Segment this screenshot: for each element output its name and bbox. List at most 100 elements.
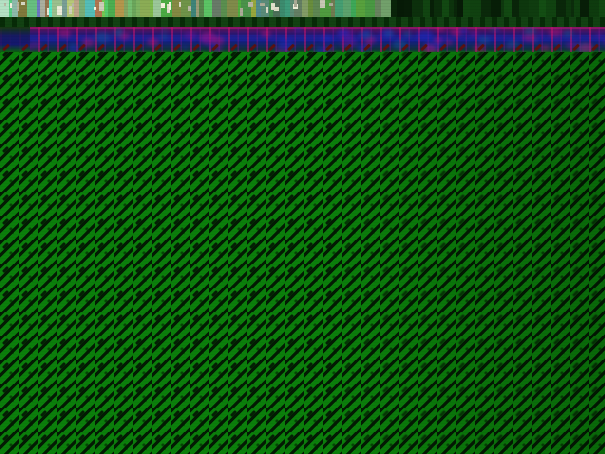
noise-cell <box>172 0 181 17</box>
corruption-glyph <box>249 43 257 52</box>
corruption-blob <box>579 43 593 52</box>
corruption-blob <box>426 40 442 52</box>
noise-cell <box>241 0 251 17</box>
corruption-blob <box>384 30 394 37</box>
noise-cell <box>294 0 302 17</box>
corruption-blob <box>523 33 536 43</box>
noise-cell <box>251 0 256 17</box>
corruption-glyph <box>401 43 409 52</box>
corruption-blob <box>360 33 366 38</box>
corruption-blob <box>506 45 513 50</box>
corruption-blob <box>478 36 490 45</box>
corruption-blob <box>295 27 302 32</box>
noise-fleck <box>320 3 322 8</box>
corruption-blob <box>563 30 573 37</box>
noise-cell <box>512 0 519 17</box>
noise-fleck <box>94 7 96 10</box>
noise-cell <box>491 0 501 17</box>
noise-cell <box>0 0 9 17</box>
noise-fleck <box>248 2 253 7</box>
corruption-blob <box>437 27 444 32</box>
corruption-blob <box>201 34 216 45</box>
corruption-blob <box>113 30 123 37</box>
noise-cell <box>212 0 221 17</box>
noise-cell <box>40 0 45 17</box>
noise-cell <box>18 0 27 17</box>
corruption-blob <box>403 31 411 37</box>
corruption-glyph <box>78 43 86 52</box>
noise-cell <box>256 0 261 17</box>
noise-cell <box>391 0 397 17</box>
noise-cell <box>49 0 52 17</box>
noise-cell <box>302 0 308 17</box>
corruption-blob <box>162 28 168 33</box>
noise-cell <box>454 0 457 17</box>
corruption-glyph <box>154 43 162 52</box>
noise-fleck <box>99 2 104 11</box>
corruption-blob <box>341 37 357 49</box>
noise-cell <box>124 0 128 17</box>
noise-cell <box>79 0 85 17</box>
corruption-blob <box>363 30 370 35</box>
corruption-band-blobs <box>0 27 605 52</box>
noise-cell <box>599 0 605 17</box>
corruption-blob <box>524 27 536 36</box>
noise-cell <box>136 0 140 17</box>
noise-fleck <box>161 3 165 8</box>
corruption-blob <box>278 39 294 51</box>
corruption-blob <box>434 38 441 43</box>
corruption-glyph <box>458 43 466 52</box>
noise-fleck <box>271 3 275 10</box>
corruption-blob <box>577 43 591 52</box>
corruption-glyph <box>173 43 181 52</box>
noise-fleck <box>320 0 325 8</box>
noise-cell <box>221 0 227 17</box>
corruption-glyph <box>420 43 428 52</box>
corruption-blob <box>58 29 71 39</box>
corruption-blob <box>436 37 444 43</box>
noise-cell <box>313 0 320 17</box>
noise-cell <box>356 0 365 17</box>
noise-cell <box>423 0 430 17</box>
corruption-glyph <box>21 43 29 52</box>
noise-fleck <box>240 8 243 16</box>
corruption-glyph <box>344 43 352 52</box>
corruption-glyph <box>230 43 238 52</box>
noise-cell <box>132 0 136 17</box>
corruption-blob <box>459 28 468 35</box>
corruption-blob <box>321 35 332 43</box>
noise-cell <box>504 0 508 17</box>
noise-cell <box>556 0 566 17</box>
noise-cell <box>529 0 539 17</box>
noise-cell <box>430 0 434 17</box>
corruption-blob <box>393 40 407 50</box>
noise-cell <box>574 0 580 17</box>
noise-cell <box>539 0 546 17</box>
noise-cell <box>204 0 212 17</box>
noise-cell <box>580 0 589 17</box>
noise-fleck <box>69 6 72 14</box>
corruption-blob <box>184 31 197 41</box>
noise-cell <box>501 0 504 17</box>
noise-cell <box>128 0 132 17</box>
noise-cell <box>85 0 95 17</box>
corruption-blob <box>554 40 560 45</box>
noise-fleck <box>167 4 170 13</box>
corruption-blob <box>451 28 462 36</box>
noise-fleck <box>57 6 62 15</box>
dark-green-strip <box>0 17 605 27</box>
corruption-blob <box>68 45 80 52</box>
noise-cell <box>546 0 556 17</box>
corruption-glyph <box>268 43 276 52</box>
noise-cell <box>108 0 115 17</box>
noise-fleck <box>274 7 279 11</box>
corruption-blob <box>566 41 579 51</box>
noise-cell <box>331 0 335 17</box>
noise-cell <box>161 0 172 17</box>
noise-cell <box>397 0 404 17</box>
noise-fleck <box>294 0 297 7</box>
noise-cell <box>412 0 423 17</box>
noise-cell <box>285 0 290 17</box>
